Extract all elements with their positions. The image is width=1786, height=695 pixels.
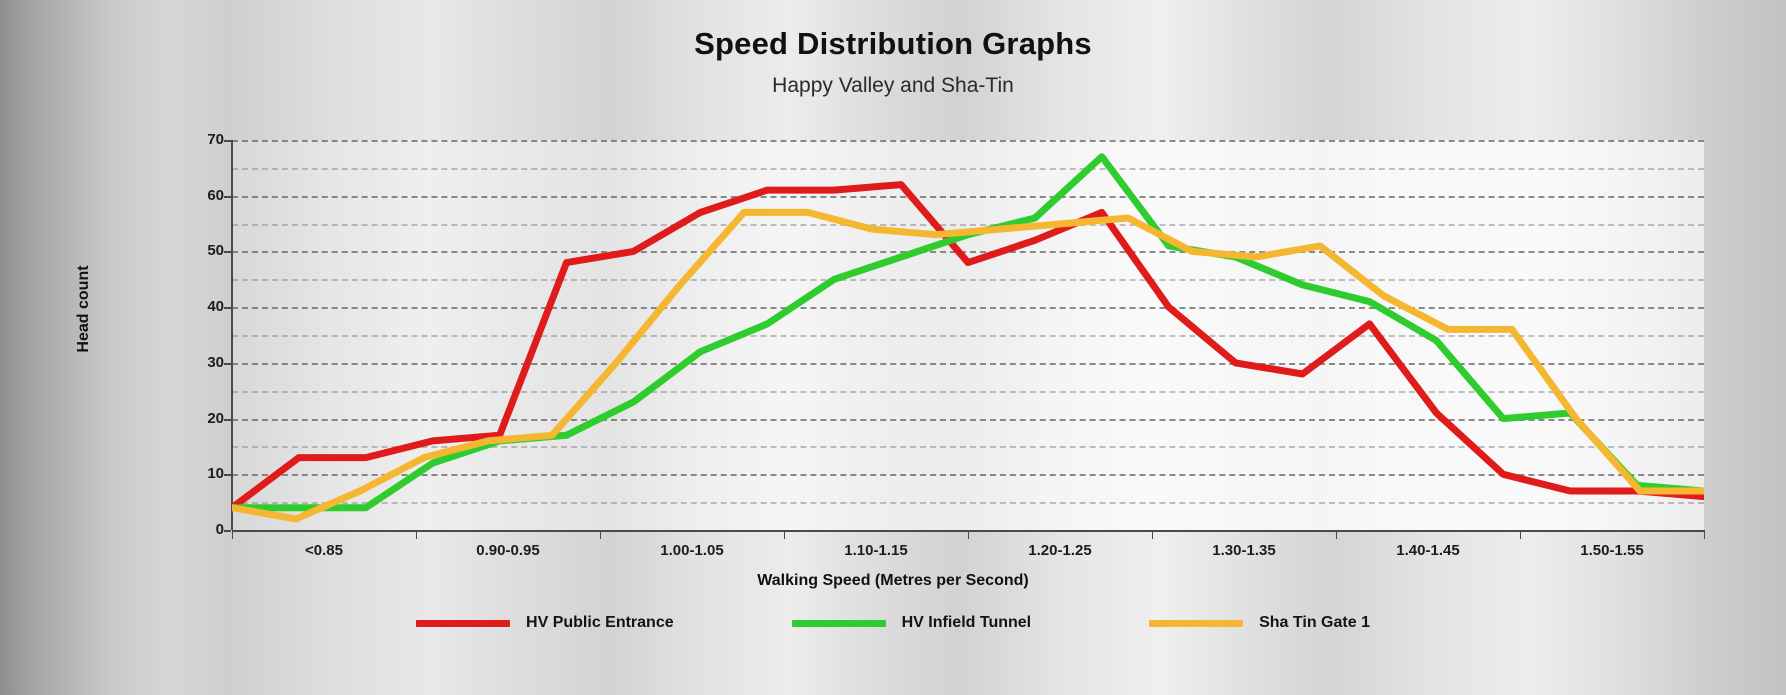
y-tick-mark xyxy=(224,418,231,421)
x-axis-ticks: <0.85 0.90-0.95 1.00-1.05 1.10-1.15 1.20-1.2… xyxy=(232,530,1705,570)
x-tick-mark xyxy=(416,530,417,539)
legend-item[interactable]: HV Public Entrance xyxy=(416,614,674,632)
gridline xyxy=(232,502,1704,505)
gridline xyxy=(232,251,1704,254)
x-tick-mark xyxy=(1336,530,1337,539)
gridline xyxy=(232,335,1704,337)
gridline xyxy=(232,418,1704,421)
gridline xyxy=(232,307,1704,310)
y-axis-ticks: 70 60 50 40 30 20 10 0 xyxy=(178,131,231,538)
x-tick-label: 0.90-0.95 xyxy=(476,542,540,559)
x-tick-label: 1.40-1.45 xyxy=(1396,542,1460,559)
gridline xyxy=(232,140,1704,142)
gridline xyxy=(232,195,1704,198)
x-tick-label: 1.10-1.15 xyxy=(844,542,908,559)
x-tick-label: 1.50-1.55 xyxy=(1580,542,1644,559)
plot-area xyxy=(231,140,1704,532)
chart-legend: HV Public Entrance HV Infield Tunnel Sha T… xyxy=(0,614,1786,632)
legend-label: Sha Tin Gate 1 xyxy=(1259,614,1370,631)
y-tick-label: 30 xyxy=(207,353,224,371)
series-line xyxy=(232,212,1704,519)
y-tick-label: 10 xyxy=(207,465,224,483)
y-tick-mark xyxy=(224,362,231,365)
chart-subtitle: Happy Valley and Sha-Tin xyxy=(772,74,1014,97)
x-tick-label: 1.20-1.25 xyxy=(1028,542,1092,559)
x-tick-mark xyxy=(600,530,601,539)
y-tick-label: 50 xyxy=(207,242,224,260)
legend-item[interactable]: Sha Tin Gate 1 xyxy=(1149,614,1370,632)
legend-color-swatch xyxy=(791,619,886,627)
legend-label: HV Public Entrance xyxy=(526,614,674,631)
legend-color-swatch xyxy=(1149,619,1244,627)
x-tick-mark xyxy=(1704,530,1705,539)
x-tick-label: <0.85 xyxy=(305,542,343,559)
y-tick-label: 0 xyxy=(215,521,224,538)
gridline xyxy=(232,446,1704,449)
x-tick-mark xyxy=(1152,530,1153,539)
x-tick-mark xyxy=(784,530,785,539)
x-tick-mark xyxy=(1520,530,1521,539)
gridline xyxy=(232,279,1704,282)
y-tick-label: 40 xyxy=(207,298,224,316)
x-axis-title: Walking Speed (Metres per Second) xyxy=(757,572,1029,589)
gridline xyxy=(232,362,1704,365)
x-tick-label: 1.00-1.05 xyxy=(660,542,724,559)
gridline xyxy=(232,167,1704,170)
y-tick-label: 20 xyxy=(207,409,224,427)
y-tick-mark xyxy=(224,251,231,254)
gridline xyxy=(232,390,1704,393)
x-tick-label: 1.30-1.35 xyxy=(1212,542,1276,559)
legend-color-swatch xyxy=(416,619,511,627)
y-tick-label: 60 xyxy=(207,186,224,204)
legend-label: HV Infield Tunnel xyxy=(901,614,1032,631)
y-tick-mark xyxy=(224,140,231,142)
y-tick-mark xyxy=(224,474,231,477)
gridline xyxy=(232,474,1704,477)
x-tick-mark xyxy=(232,530,233,539)
y-axis-title: Head count xyxy=(75,265,92,353)
y-tick-mark xyxy=(224,307,231,310)
series-lines xyxy=(232,140,1704,530)
series-line xyxy=(232,185,1704,508)
gridline xyxy=(232,223,1704,226)
chart-title: Speed Distribution Graphs xyxy=(694,26,1092,61)
x-tick-mark xyxy=(968,530,969,539)
y-tick-mark xyxy=(224,195,231,198)
legend-item[interactable]: HV Infield Tunnel xyxy=(791,614,1032,632)
y-tick-mark xyxy=(224,530,231,532)
y-axis-line xyxy=(231,140,233,530)
y-tick-label: 70 xyxy=(207,131,224,148)
